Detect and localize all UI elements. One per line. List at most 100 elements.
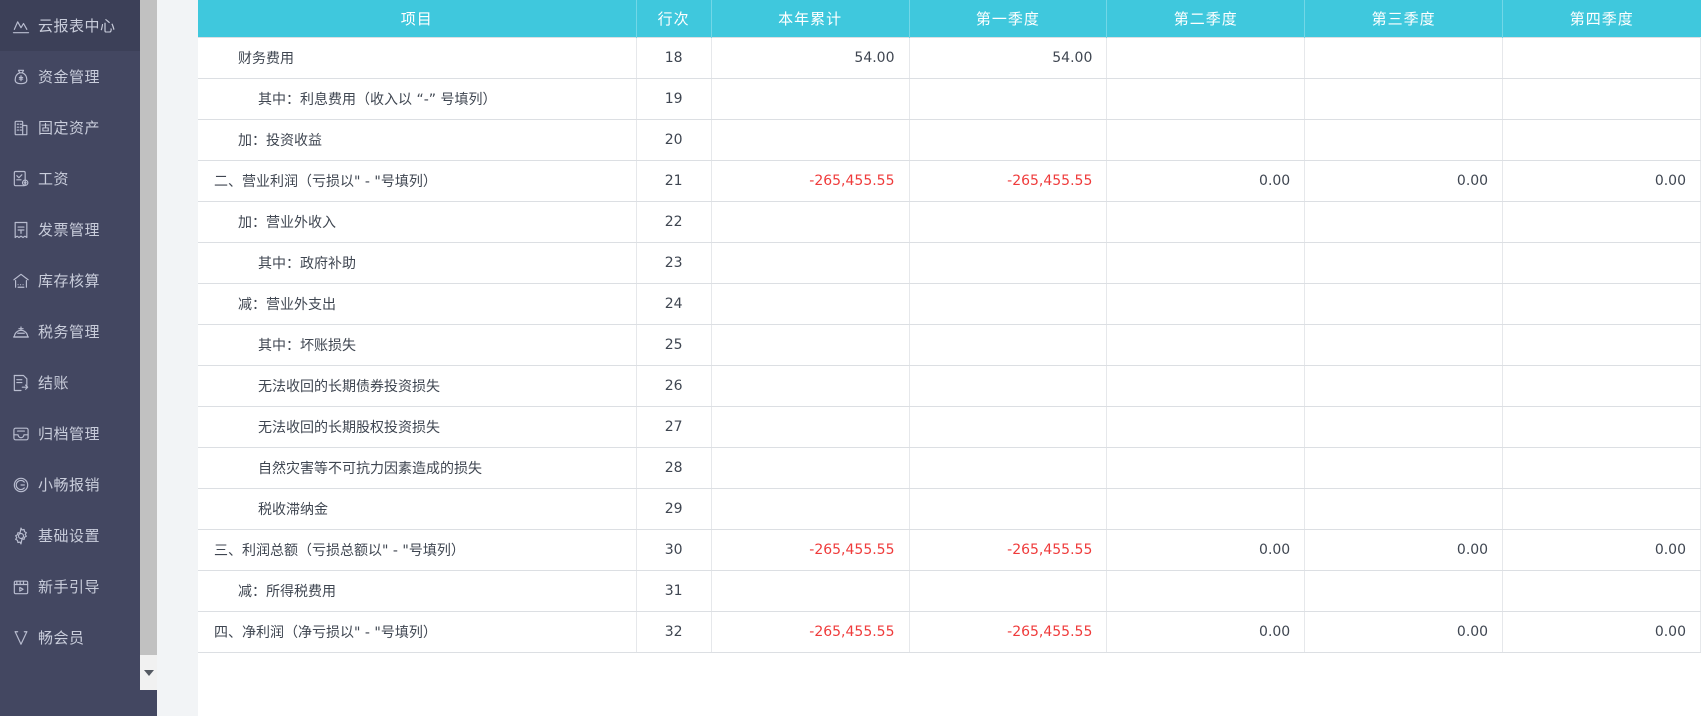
- cell-item[interactable]: 加：营业外收入: [198, 201, 637, 243]
- cell-q4[interactable]: [1502, 201, 1701, 243]
- table-row[interactable]: 其中：政府补助 23: [198, 242, 1701, 284]
- cell-q4[interactable]: [1502, 36, 1701, 79]
- cell-q4[interactable]: [1502, 570, 1701, 612]
- cell-ytd[interactable]: [711, 283, 910, 325]
- cell-q4[interactable]: [1502, 365, 1701, 407]
- cell-q1[interactable]: [909, 447, 1108, 489]
- cell-q3[interactable]: 0.00: [1304, 529, 1504, 571]
- table-row[interactable]: 税收滞纳金 29: [198, 488, 1701, 530]
- cell-q2[interactable]: [1106, 570, 1306, 612]
- cell-q2[interactable]: 0.00: [1106, 529, 1306, 571]
- sidebar-item-8[interactable]: 结账: [0, 357, 172, 408]
- cell-q1[interactable]: -265,455.55: [909, 160, 1108, 202]
- table-row[interactable]: 减：所得税费用 31: [198, 570, 1701, 612]
- sidebar-item-12[interactable]: 新手引导: [0, 561, 172, 612]
- cell-q4[interactable]: 0.00: [1502, 611, 1701, 653]
- cell-item[interactable]: 税收滞纳金: [198, 488, 637, 530]
- cell-item[interactable]: 减：所得税费用: [198, 570, 637, 612]
- cell-q1[interactable]: -265,455.55: [909, 529, 1108, 571]
- cell-ytd[interactable]: [711, 324, 910, 366]
- cell-item[interactable]: 其中：政府补助: [198, 242, 637, 284]
- cell-item[interactable]: 二、营业利润（亏损以" - "号填列）: [198, 160, 637, 202]
- sidebar-item-5[interactable]: 发票管理: [0, 204, 172, 255]
- cell-q1[interactable]: [909, 488, 1108, 530]
- cell-item[interactable]: 其中：利息费用（收入以 “-” 号填列）: [198, 78, 637, 120]
- cell-q3[interactable]: 0.00: [1304, 611, 1504, 653]
- cell-item[interactable]: 其中：坏账损失: [198, 324, 637, 366]
- table-row[interactable]: 自然灾害等不可抗力因素造成的损失 28: [198, 447, 1701, 489]
- cell-ytd[interactable]: [711, 201, 910, 243]
- cell-item[interactable]: 三、利润总额（亏损总额以" - "号填列）: [198, 529, 637, 571]
- cell-q3[interactable]: [1304, 119, 1504, 161]
- cell-q4[interactable]: 0.00: [1502, 529, 1701, 571]
- cell-q4[interactable]: [1502, 447, 1701, 489]
- cell-q2[interactable]: [1106, 447, 1306, 489]
- cell-q4[interactable]: [1502, 119, 1701, 161]
- cell-q4[interactable]: [1502, 242, 1701, 284]
- cell-item[interactable]: 自然灾害等不可抗力因素造成的损失: [198, 447, 637, 489]
- cell-q1[interactable]: [909, 324, 1108, 366]
- cell-q2[interactable]: 0.00: [1106, 160, 1306, 202]
- table-row[interactable]: 无法收回的长期债券投资损失 26: [198, 365, 1701, 407]
- table-row[interactable]: 无法收回的长期股权投资损失 27: [198, 406, 1701, 448]
- cell-q3[interactable]: [1304, 36, 1504, 79]
- sidebar-item-2[interactable]: 资金管理: [0, 51, 172, 102]
- cell-q1[interactable]: [909, 78, 1108, 120]
- cell-q3[interactable]: [1304, 447, 1504, 489]
- cell-item[interactable]: 财务费用: [198, 36, 637, 79]
- column-header-q1[interactable]: 第一季度: [909, 0, 1108, 37]
- cell-q2[interactable]: [1106, 201, 1306, 243]
- cell-q1[interactable]: 54.00: [909, 36, 1108, 79]
- cell-q2[interactable]: [1106, 119, 1306, 161]
- scroll-down-button[interactable]: [140, 655, 157, 690]
- cell-q2[interactable]: [1106, 283, 1306, 325]
- cell-ytd[interactable]: [711, 447, 910, 489]
- sidebar-item-7[interactable]: 税务管理: [0, 306, 172, 357]
- cell-q4[interactable]: [1502, 324, 1701, 366]
- cell-q2[interactable]: [1106, 406, 1306, 448]
- cell-item[interactable]: 减：营业外支出: [198, 283, 637, 325]
- cell-q1[interactable]: [909, 283, 1108, 325]
- table-row[interactable]: 其中：坏账损失 25: [198, 324, 1701, 366]
- column-header-item[interactable]: 项目: [198, 0, 637, 37]
- column-header-q4[interactable]: 第四季度: [1502, 0, 1701, 37]
- cell-q3[interactable]: [1304, 242, 1504, 284]
- cell-q4[interactable]: [1502, 283, 1701, 325]
- table-row[interactable]: 加：营业外收入 22: [198, 201, 1701, 243]
- sidebar-scrollbar-thumb[interactable]: [140, 0, 157, 655]
- cell-q4[interactable]: [1502, 488, 1701, 530]
- cell-q2[interactable]: [1106, 365, 1306, 407]
- cell-q2[interactable]: [1106, 242, 1306, 284]
- cell-q3[interactable]: 0.00: [1304, 160, 1504, 202]
- sidebar-item-11[interactable]: 基础设置: [0, 510, 172, 561]
- cell-q4[interactable]: [1502, 406, 1701, 448]
- column-header-line[interactable]: 行次: [636, 0, 712, 37]
- column-header-q2[interactable]: 第二季度: [1106, 0, 1306, 37]
- table-row[interactable]: 财务费用 18 54.00 54.00: [198, 36, 1701, 79]
- cell-ytd[interactable]: [711, 242, 910, 284]
- cell-q1[interactable]: [909, 570, 1108, 612]
- table-row[interactable]: 加：投资收益 20: [198, 119, 1701, 161]
- table-row[interactable]: 四、净利润（净亏损以" - "号填列） 32 -265,455.55 -265,455…: [198, 611, 1701, 653]
- cell-ytd[interactable]: [711, 78, 910, 120]
- cell-item[interactable]: 四、净利润（净亏损以" - "号填列）: [198, 611, 637, 653]
- table-row[interactable]: 三、利润总额（亏损总额以" - "号填列） 30 -265,455.55 -265,4…: [198, 529, 1701, 571]
- cell-q1[interactable]: [909, 365, 1108, 407]
- cell-q3[interactable]: [1304, 283, 1504, 325]
- cell-ytd[interactable]: [711, 406, 910, 448]
- cell-ytd[interactable]: -265,455.55: [711, 529, 910, 571]
- cell-ytd[interactable]: 54.00: [711, 36, 910, 79]
- cell-q1[interactable]: [909, 242, 1108, 284]
- cell-ytd[interactable]: [711, 570, 910, 612]
- sidebar-scrollbar[interactable]: [140, 0, 157, 690]
- cell-item[interactable]: 无法收回的长期股权投资损失: [198, 406, 637, 448]
- cell-q4[interactable]: 0.00: [1502, 160, 1701, 202]
- cell-q1[interactable]: [909, 406, 1108, 448]
- cell-q3[interactable]: [1304, 488, 1504, 530]
- cell-q2[interactable]: [1106, 36, 1306, 79]
- cell-q3[interactable]: [1304, 365, 1504, 407]
- cell-q3[interactable]: [1304, 406, 1504, 448]
- cell-ytd[interactable]: -265,455.55: [711, 160, 910, 202]
- cell-q2[interactable]: [1106, 488, 1306, 530]
- table-row[interactable]: 二、营业利润（亏损以" - "号填列） 21 -265,455.55 -265,455…: [198, 160, 1701, 202]
